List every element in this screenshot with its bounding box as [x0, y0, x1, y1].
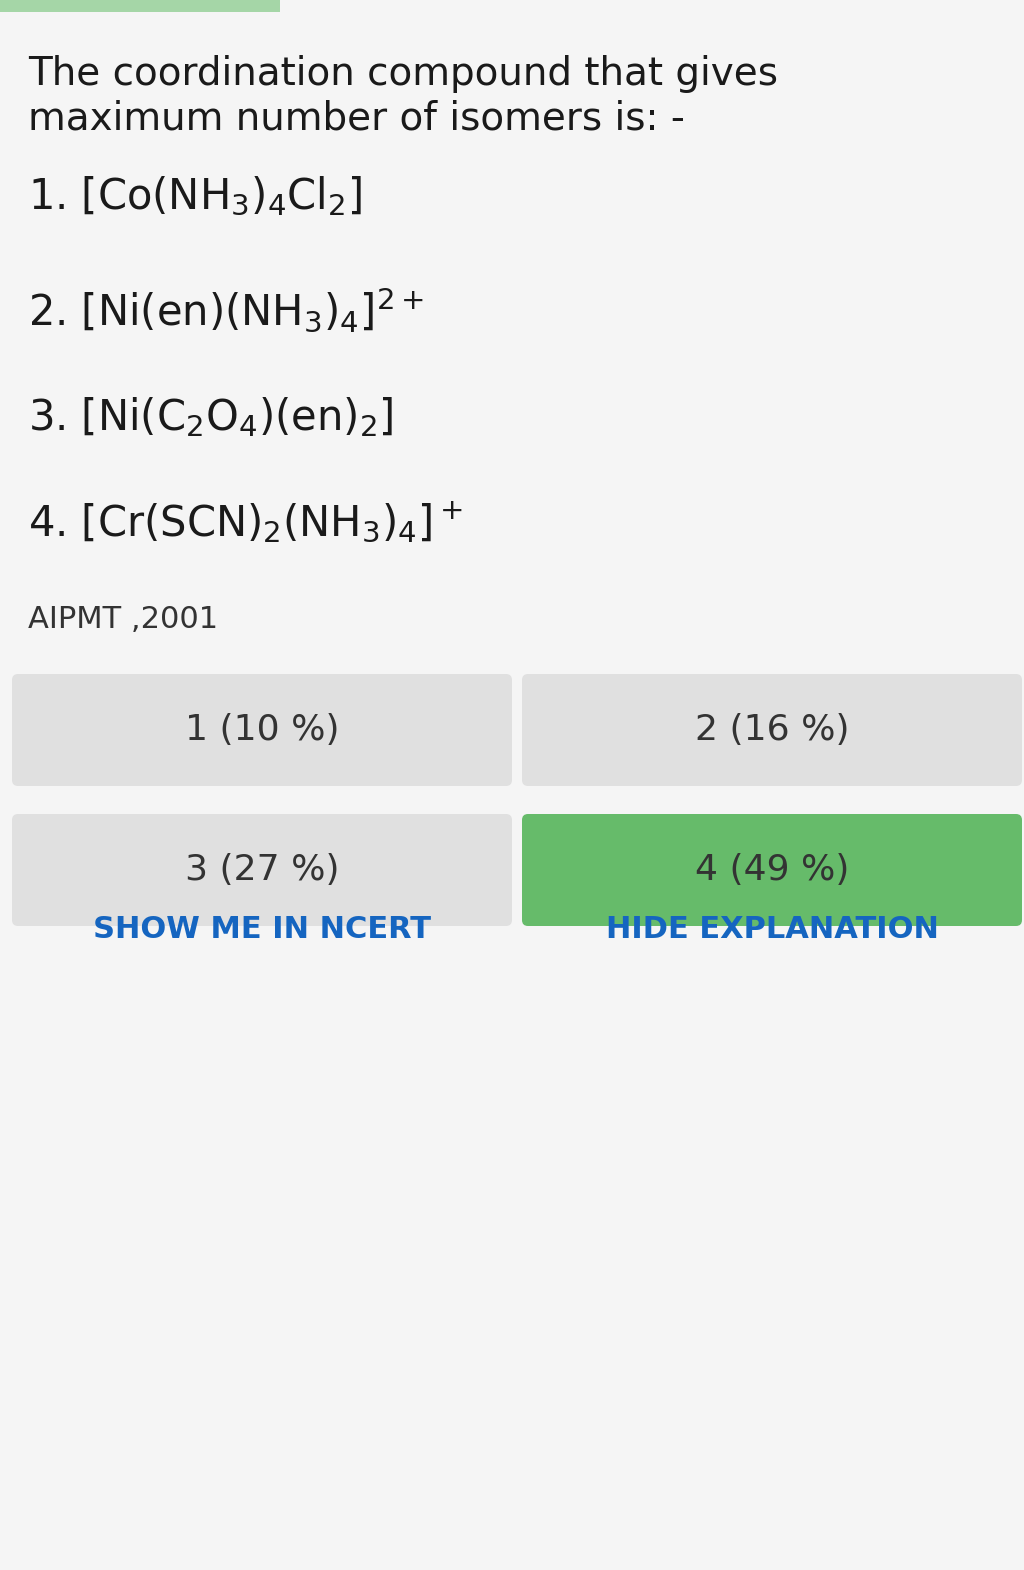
- Text: maximum number of isomers is: -: maximum number of isomers is: -: [28, 100, 685, 138]
- Text: HIDE EXPLANATION: HIDE EXPLANATION: [605, 915, 938, 944]
- FancyBboxPatch shape: [12, 674, 512, 787]
- FancyBboxPatch shape: [12, 813, 512, 926]
- Text: 1 (10 %): 1 (10 %): [184, 713, 339, 747]
- Text: 1. $\mathregular{[Co(NH_3)_4Cl_2]}$: 1. $\mathregular{[Co(NH_3)_4Cl_2]}$: [28, 174, 362, 218]
- Text: The coordination compound that gives: The coordination compound that gives: [28, 55, 778, 93]
- FancyBboxPatch shape: [0, 0, 280, 13]
- Text: 3 (27 %): 3 (27 %): [184, 853, 339, 887]
- FancyBboxPatch shape: [522, 813, 1022, 926]
- Text: 2. $\mathregular{[Ni(en)(NH_3)_4]^{2+}}$: 2. $\mathregular{[Ni(en)(NH_3)_4]^{2+}}$: [28, 286, 424, 334]
- Text: 4 (49 %): 4 (49 %): [695, 853, 849, 887]
- FancyBboxPatch shape: [522, 674, 1022, 787]
- Text: SHOW ME IN NCERT: SHOW ME IN NCERT: [93, 915, 431, 944]
- Text: AIPMT ,2001: AIPMT ,2001: [28, 604, 218, 634]
- Text: 2 (16 %): 2 (16 %): [694, 713, 849, 747]
- Text: 4. $\mathregular{[Cr(SCN)_2(NH_3)_4]^+}$: 4. $\mathregular{[Cr(SCN)_2(NH_3)_4]^+}$: [28, 499, 463, 545]
- Text: 3. $\mathregular{[Ni(C_2O_4)(en)_2]}$: 3. $\mathregular{[Ni(C_2O_4)(en)_2]}$: [28, 396, 393, 440]
